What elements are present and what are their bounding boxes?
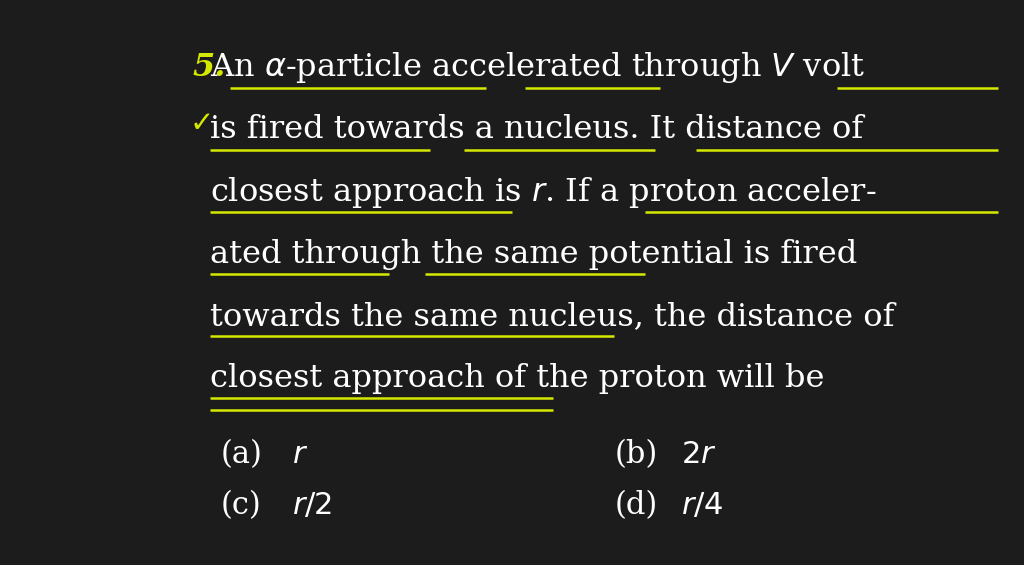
Text: ✓: ✓: [189, 110, 214, 138]
Text: ated through the same potential is fired: ated through the same potential is fired: [210, 239, 857, 270]
Text: $r/4$: $r/4$: [681, 490, 724, 521]
Text: 5.: 5.: [193, 53, 226, 83]
Text: (b): (b): [614, 440, 657, 470]
Text: closest approach is $r$. If a proton acceler-: closest approach is $r$. If a proton acc…: [210, 175, 877, 210]
Text: is fired towards a nucleus. It distance of: is fired towards a nucleus. It distance …: [210, 115, 863, 145]
Text: towards the same nucleus, the distance of: towards the same nucleus, the distance o…: [210, 301, 894, 332]
Text: An $\alpha$-particle accelerated through $V$ volt: An $\alpha$-particle accelerated through…: [210, 50, 865, 85]
Text: $r/2$: $r/2$: [292, 490, 332, 521]
Text: (c): (c): [220, 490, 261, 521]
Text: $r$: $r$: [292, 440, 308, 470]
Text: (a): (a): [220, 440, 262, 470]
Text: (d): (d): [614, 490, 657, 521]
Text: $2r$: $2r$: [681, 440, 717, 470]
Text: closest approach of the proton will be: closest approach of the proton will be: [210, 363, 824, 394]
